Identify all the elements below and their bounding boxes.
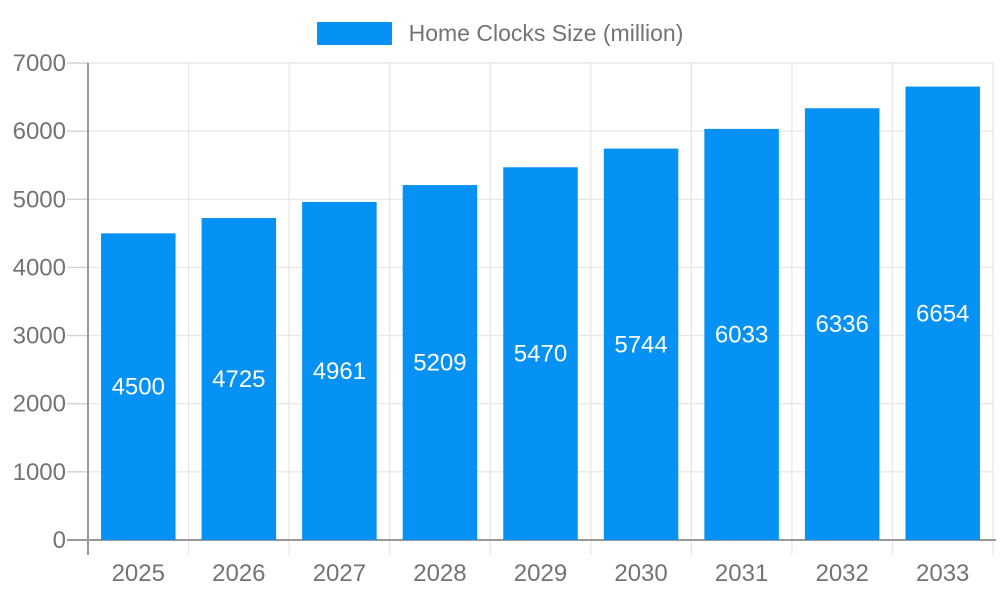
bar-2029[interactable] — [503, 167, 578, 540]
bar-2027[interactable] — [302, 201, 377, 540]
bar-2026[interactable] — [201, 218, 277, 540]
y-axis-label: 4000 — [13, 254, 66, 281]
y-axis-label: 0 — [53, 527, 66, 554]
y-axis-label: 5000 — [13, 186, 66, 213]
bar-value-label: 4725 — [212, 366, 265, 393]
x-axis-label: 2031 — [715, 560, 768, 587]
bar-value-label: 5209 — [413, 350, 466, 377]
y-axis-label: 6000 — [13, 118, 66, 145]
y-axis-label: 3000 — [13, 323, 66, 350]
chart-legend[interactable]: Home Clocks Size (million) — [0, 22, 1000, 45]
bar-2025[interactable] — [101, 233, 176, 540]
x-axis-label: 2033 — [916, 560, 969, 587]
y-axis-label: 7000 — [13, 50, 66, 77]
x-axis-label: 2029 — [514, 560, 567, 587]
bar-2033[interactable] — [905, 86, 980, 541]
x-axis-label: 2025 — [112, 560, 165, 587]
bar-value-label: 4961 — [313, 358, 366, 385]
bar-value-label: 5744 — [614, 331, 667, 358]
bar-2028[interactable] — [402, 185, 478, 540]
bar-value-label: 6654 — [916, 300, 969, 327]
x-axis-label: 2030 — [614, 560, 667, 587]
x-axis-label: 2026 — [212, 560, 265, 587]
legend-swatch — [316, 22, 392, 45]
bar-value-label: 5470 — [514, 341, 567, 368]
x-axis-label: 2027 — [313, 560, 366, 587]
x-axis-label: 2032 — [815, 560, 868, 587]
bar-value-label: 6033 — [715, 321, 768, 348]
bar-2030[interactable] — [603, 148, 679, 540]
x-axis-label: 2028 — [413, 560, 466, 587]
y-axis-label: 1000 — [13, 459, 66, 486]
legend-label: Home Clocks Size (million) — [408, 20, 684, 46]
y-axis-label: 2000 — [13, 391, 66, 418]
bar-2031[interactable] — [704, 128, 779, 540]
bar-2032[interactable] — [804, 108, 880, 540]
bar-value-label: 4500 — [112, 374, 165, 401]
bar-value-label: 6336 — [815, 311, 868, 338]
